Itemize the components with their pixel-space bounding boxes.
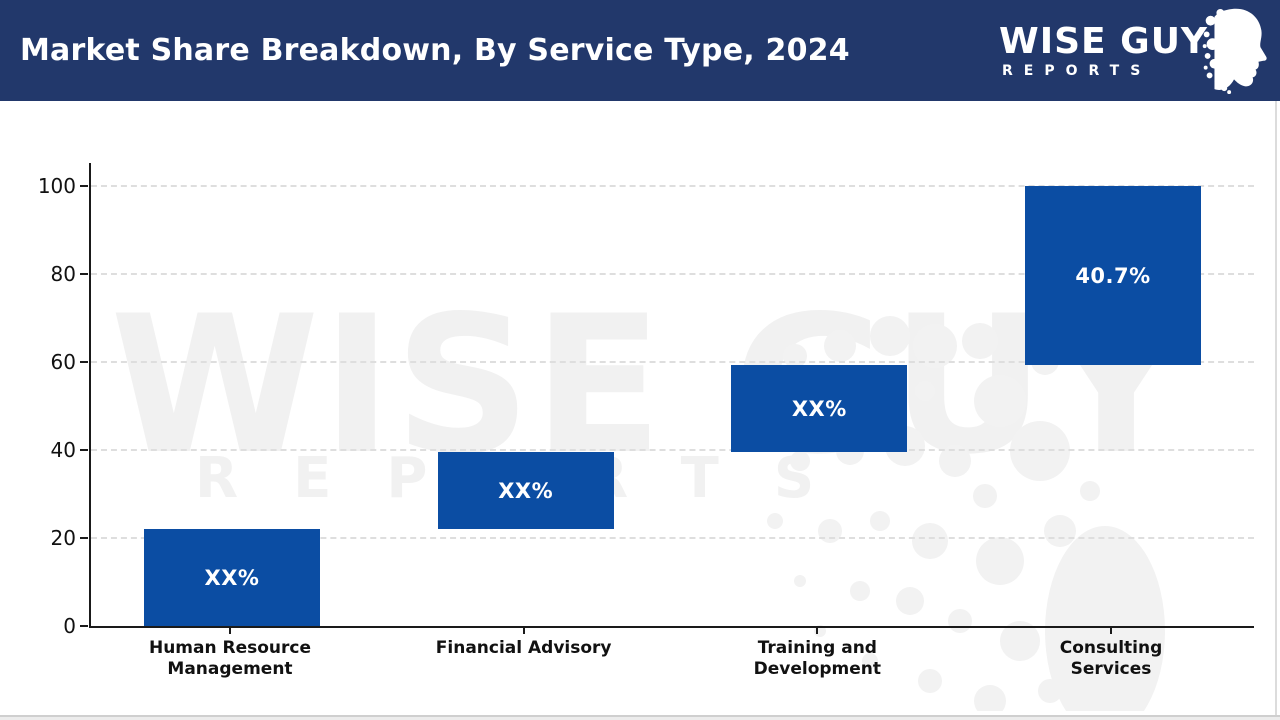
y-tick-mark: [80, 185, 88, 187]
y-tick-label: 40: [50, 438, 76, 462]
bar: XX%: [731, 365, 908, 453]
plot-area: XX% XX% XX% 40.7%: [89, 163, 1254, 628]
bar-value-label: XX%: [204, 565, 260, 590]
dotted-head-profile-icon: [1202, 8, 1267, 94]
bar: XX%: [144, 529, 320, 626]
x-tick-mark: [229, 628, 231, 634]
y-tick-mark: [80, 625, 88, 627]
bar-value-label: 40.7%: [1075, 263, 1151, 288]
y-tick-mark: [80, 273, 88, 275]
y-tick-label: 20: [50, 526, 76, 550]
y-tick-mark: [80, 537, 88, 539]
bottom-margin: [0, 717, 1280, 720]
bar-value-label: XX%: [791, 396, 847, 421]
gridline: [91, 449, 1254, 451]
wise-guy-logo: WISE GUY REPORTS: [999, 7, 1280, 95]
logo-text: WISE GUY REPORTS: [998, 20, 1208, 79]
gridline: [91, 273, 1254, 275]
bar-value-label: XX%: [498, 478, 554, 503]
bar: 40.7%: [1025, 186, 1201, 366]
x-category-label: Consulting Services: [1059, 638, 1163, 679]
x-tick-mark: [816, 628, 819, 634]
x-tick-mark: [1110, 628, 1112, 634]
watermark-dotted-head-icon: [754, 316, 1165, 711]
y-tick-mark: [80, 449, 88, 451]
x-category-label: Financial Advisory: [435, 638, 612, 658]
bottom-edge-divider: [0, 715, 1280, 717]
y-tick-label: 80: [50, 262, 76, 286]
y-tick-label: 100: [37, 174, 76, 198]
chart-area: WISE GUY REPORTS XX%XX%XX%40.7% 02040608…: [0, 101, 1280, 716]
y-tick-label: 0: [63, 614, 76, 638]
y-tick-label: 60: [50, 350, 76, 374]
y-tick-mark: [80, 361, 88, 363]
right-edge-divider: [1275, 101, 1277, 715]
x-category-label: Training and Development: [753, 638, 882, 679]
chart-title: Market Share Breakdown, By Service Type,…: [20, 33, 850, 68]
x-category-label: Human Resource Management: [148, 638, 312, 679]
header-bar: Market Share Breakdown, By Service Type,…: [0, 0, 1280, 101]
gridline: [91, 361, 1254, 363]
x-tick-mark: [522, 628, 525, 634]
logo-reports-text: REPORTS: [1001, 62, 1152, 79]
gridline: [91, 185, 1254, 187]
bar: XX%: [437, 452, 614, 530]
gridline: [91, 537, 1254, 539]
logo-wiseguy-text: WISE GUY: [998, 20, 1208, 62]
